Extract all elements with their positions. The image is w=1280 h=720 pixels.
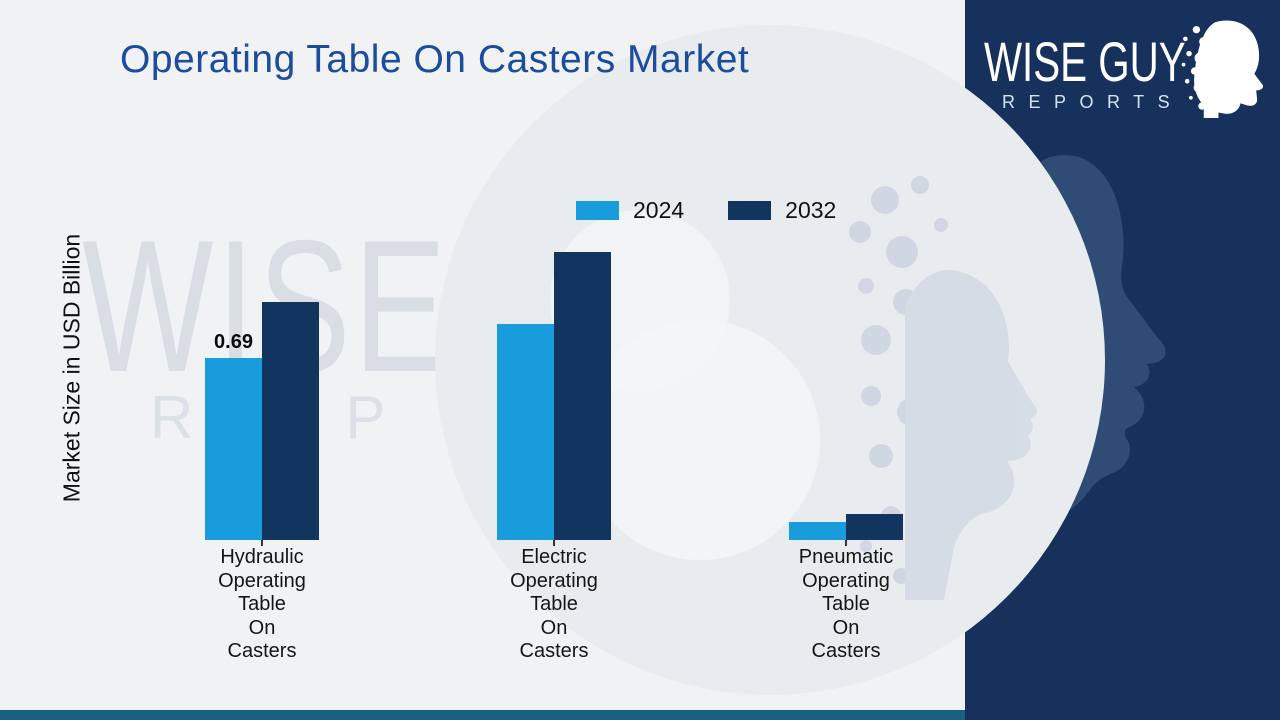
legend-item-2032: 2032	[728, 197, 836, 224]
category-label: Pneumatic Operating Table On Casters	[798, 546, 894, 662]
legend-label-2032: 2032	[785, 197, 837, 223]
category-tick	[845, 540, 847, 546]
bar-2032	[554, 252, 611, 540]
bar-2032	[846, 514, 903, 540]
footer-bar	[0, 710, 965, 720]
category-label: Hydraulic Operating Table On Casters	[218, 546, 306, 662]
page-title: Operating Table On Casters Market	[120, 38, 750, 81]
chart-legend: 2024 2032	[576, 197, 836, 224]
category-tick	[553, 540, 555, 546]
logo-reports-text: REPORTS	[1002, 92, 1184, 112]
logo-face-icon	[1181, 20, 1264, 119]
category-tick	[261, 540, 263, 546]
legend-swatch-2024	[576, 201, 619, 220]
wiseguy-logo: WISE GUY REPORTS	[0, 0, 1280, 160]
bar-2024	[789, 522, 846, 540]
logo-wordmark: WISE GUY	[984, 30, 1186, 93]
legend-item-2024: 2024	[576, 197, 684, 224]
category-label: Electric Operating Table On Casters	[510, 546, 598, 662]
legend-swatch-2032	[728, 201, 772, 220]
bar-2032	[262, 302, 319, 540]
bar-2024	[205, 358, 262, 540]
legend-label-2024: 2024	[633, 197, 685, 223]
bar-value-label: 0.69	[214, 331, 253, 353]
bar-2024	[497, 324, 554, 540]
